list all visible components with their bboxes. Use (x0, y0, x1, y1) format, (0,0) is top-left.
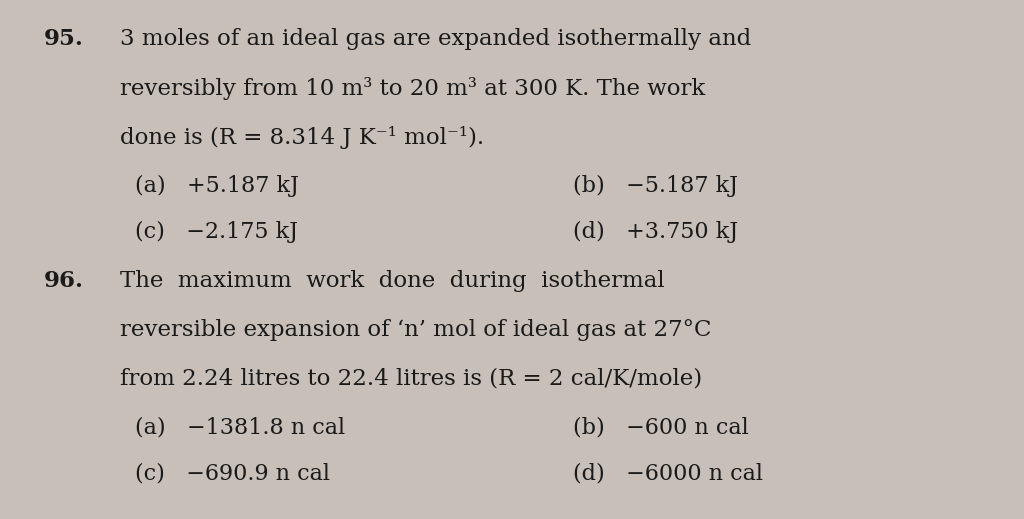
Text: from 2.24 litres to 22.4 litres is (R = 2 cal/K/mole): from 2.24 litres to 22.4 litres is (R = … (120, 367, 702, 389)
Text: The  maximum  work  done  during  isothermal: The maximum work done during isothermal (120, 270, 665, 292)
Text: 95.: 95. (43, 29, 83, 50)
Text: (c)   −2.175 kJ: (c) −2.175 kJ (135, 221, 298, 243)
Text: (b)   −5.187 kJ: (b) −5.187 kJ (573, 175, 738, 197)
Text: 96.: 96. (43, 270, 84, 292)
Text: reversibly from 10 m³ to 20 m³ at 300 K. The work: reversibly from 10 m³ to 20 m³ at 300 K.… (120, 77, 706, 100)
Text: (c)   −690.9 n cal: (c) −690.9 n cal (135, 462, 330, 484)
Text: (a)   −1381.8 n cal: (a) −1381.8 n cal (135, 416, 345, 438)
Text: (d)   +3.750 kJ: (d) +3.750 kJ (573, 221, 738, 243)
Text: (a)   +5.187 kJ: (a) +5.187 kJ (135, 175, 299, 197)
Text: reversible expansion of ‘n’ mol of ideal gas at 27°C: reversible expansion of ‘n’ mol of ideal… (120, 319, 712, 340)
Text: (b)   −600 n cal: (b) −600 n cal (573, 416, 749, 438)
Text: done is (R = 8.314 J K⁻¹ mol⁻¹).: done is (R = 8.314 J K⁻¹ mol⁻¹). (120, 126, 484, 149)
Text: (d)   −6000 n cal: (d) −6000 n cal (573, 462, 763, 484)
Text: 3 moles of an ideal gas are expanded isothermally and: 3 moles of an ideal gas are expanded iso… (120, 29, 752, 50)
